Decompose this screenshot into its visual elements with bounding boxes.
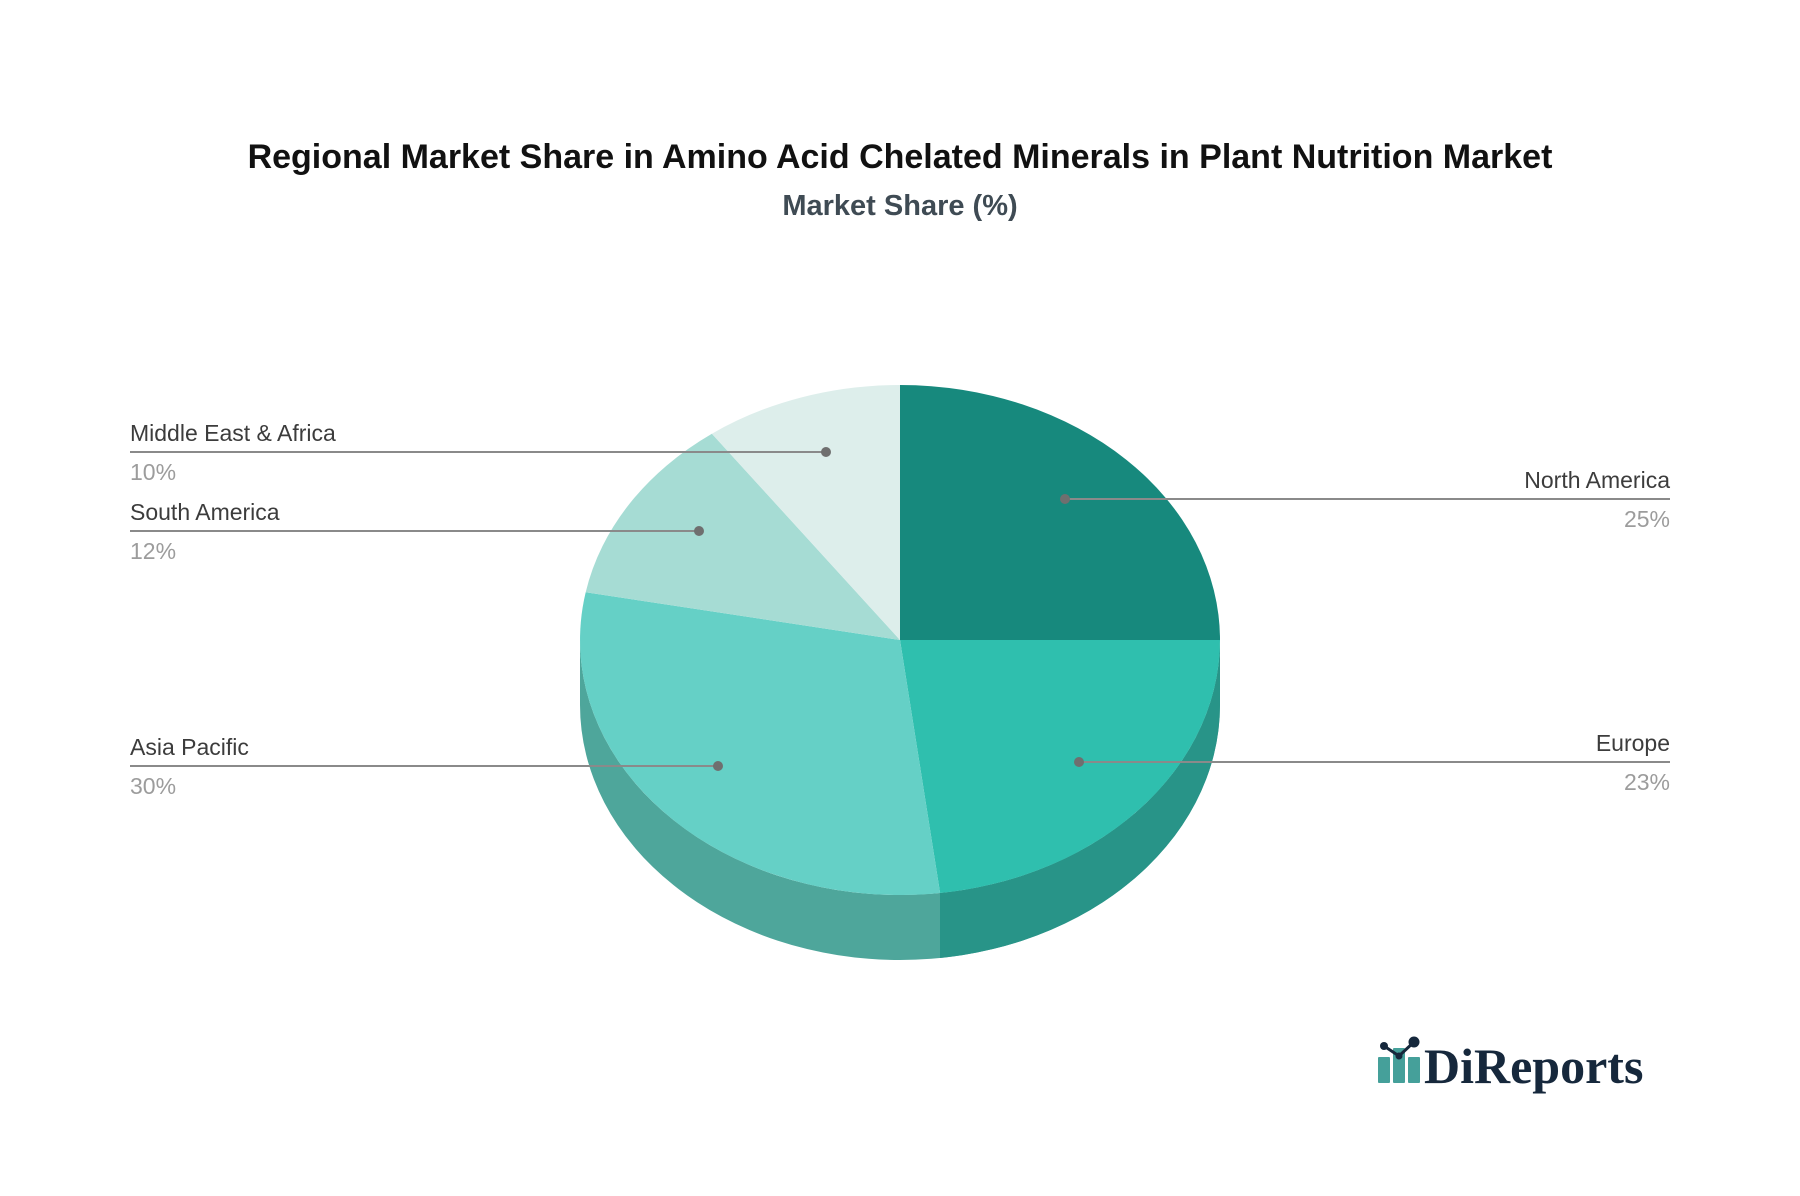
label-asia-pacific: Asia Pacific — [130, 734, 249, 760]
value-middle-east-africa: 10% — [130, 459, 176, 485]
label-north-america: North America — [1524, 467, 1670, 493]
value-europe: 23% — [1624, 769, 1670, 795]
direports-logo: DiReports — [1378, 1036, 1643, 1094]
pie-side-right — [940, 640, 1220, 958]
callout-europe: Europe 23% — [1074, 730, 1670, 795]
callout-south-america: South America 12% — [130, 499, 704, 564]
label-middle-east-africa: Middle East & Africa — [130, 420, 336, 446]
leader-dot — [1074, 757, 1084, 767]
chart-title: Regional Market Share in Amino Acid Chel… — [248, 138, 1553, 176]
slice-middle-east-africa[interactable] — [711, 385, 900, 640]
leader-dot — [821, 447, 831, 457]
pie-side-rim — [580, 640, 1220, 960]
slice-north-america[interactable] — [900, 385, 1220, 640]
chart-subtitle: Market Share (%) — [782, 190, 1017, 222]
value-south-america: 12% — [130, 538, 176, 564]
leader-dot — [713, 761, 723, 771]
pie-slices — [580, 385, 1220, 896]
label-south-america: South America — [130, 499, 280, 525]
callout-north-america: North America 25% — [1060, 467, 1670, 532]
callout-asia-pacific: Asia Pacific 30% — [130, 734, 723, 799]
leader-dot — [1060, 494, 1070, 504]
leader-dot — [694, 526, 704, 536]
slice-south-america[interactable] — [585, 433, 900, 640]
slice-europe[interactable] — [900, 640, 1220, 893]
value-asia-pacific: 30% — [130, 773, 176, 799]
bar-chart-trend-icon — [1378, 1036, 1420, 1083]
label-europe: Europe — [1596, 730, 1670, 756]
value-north-america: 25% — [1624, 506, 1670, 532]
logo-wordmark: DiReports — [1424, 1038, 1643, 1094]
callout-middle-east-africa: Middle East & Africa 10% — [130, 420, 831, 485]
slice-asia-pacific[interactable] — [580, 592, 941, 896]
